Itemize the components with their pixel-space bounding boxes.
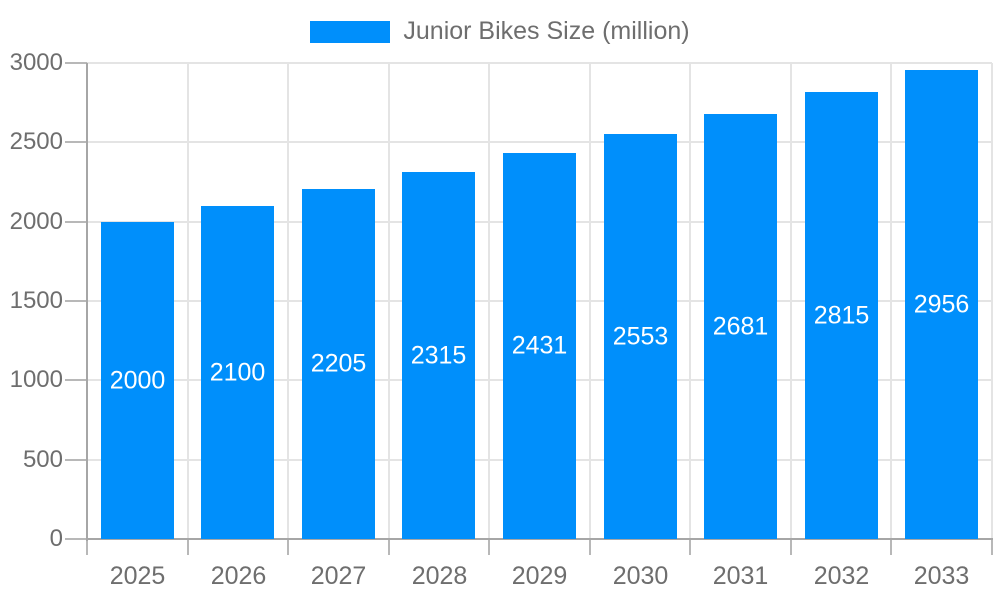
legend-label: Junior Bikes Size (million) [403, 17, 690, 45]
x-axis-line [86, 538, 993, 540]
x-tick-label: 2033 [913, 562, 970, 590]
x-axis-tick [86, 539, 88, 555]
y-tick-label: 1500 [9, 287, 63, 314]
bar[interactable]: 2100 [201, 206, 274, 539]
gridline-vertical [589, 63, 591, 539]
gridline-vertical [287, 63, 289, 539]
gridline-horizontal [87, 141, 992, 143]
bar-value-label: 2815 [813, 301, 870, 329]
bar[interactable]: 2815 [805, 92, 878, 539]
x-axis-tick [689, 539, 691, 555]
y-axis-tick [65, 379, 87, 381]
bar-value-label: 2315 [410, 341, 467, 369]
y-axis-tick [65, 538, 87, 540]
y-axis-line [86, 63, 88, 541]
bar[interactable]: 2000 [101, 222, 174, 539]
x-tick-label: 2030 [612, 562, 669, 590]
bar-value-label: 2681 [712, 312, 769, 340]
legend-swatch-icon [310, 20, 391, 43]
gridline-vertical [388, 63, 390, 539]
y-axis-tick [65, 62, 87, 64]
y-tick-label: 500 [22, 446, 63, 473]
x-axis-tick [488, 539, 490, 555]
bar-value-label: 2956 [913, 290, 970, 318]
y-tick-label: 2500 [9, 128, 63, 155]
x-tick-label: 2028 [411, 562, 468, 590]
y-tick-label: 0 [49, 525, 63, 552]
x-axis-tick [187, 539, 189, 555]
x-axis-tick [790, 539, 792, 555]
y-axis-tick [65, 300, 87, 302]
bar-value-label: 2205 [310, 349, 367, 378]
y-axis-tick [65, 221, 87, 223]
bar-value-label: 2100 [209, 358, 266, 386]
x-tick-label: 2025 [109, 562, 166, 590]
bar-value-label: 2431 [511, 331, 568, 360]
x-axis-tick [890, 539, 892, 555]
y-axis-tick [65, 459, 87, 461]
x-tick-label: 2026 [210, 562, 267, 590]
bar[interactable]: 2431 [503, 153, 576, 539]
bar-value-label: 2000 [109, 366, 166, 394]
gridline-vertical [790, 63, 792, 539]
x-axis-tick [589, 539, 591, 555]
y-tick-label: 2000 [9, 208, 63, 235]
x-tick-label: 2029 [511, 562, 568, 590]
x-axis-tick [287, 539, 289, 555]
bar[interactable]: 2681 [704, 114, 777, 539]
gridline-horizontal [87, 62, 992, 64]
gridline-vertical [187, 63, 189, 539]
gridline-vertical [890, 63, 892, 539]
x-axis-tick [991, 539, 993, 555]
x-axis-tick [388, 539, 390, 555]
gridline-vertical [689, 63, 691, 539]
y-tick-label: 3000 [9, 49, 63, 76]
y-tick-label: 1000 [9, 366, 63, 393]
bar[interactable]: 2553 [604, 134, 677, 539]
bar[interactable]: 2205 [302, 189, 375, 539]
y-axis-tick [65, 141, 87, 143]
bar-value-label: 2553 [612, 322, 669, 350]
bar[interactable]: 2956 [905, 70, 978, 539]
bar[interactable]: 2315 [402, 172, 475, 539]
legend[interactable]: Junior Bikes Size (million) [0, 17, 1000, 46]
x-tick-label: 2027 [310, 562, 367, 590]
x-tick-label: 2031 [712, 562, 769, 590]
x-tick-label: 2032 [813, 562, 870, 590]
gridline-vertical [991, 63, 993, 539]
gridline-vertical [488, 63, 490, 539]
